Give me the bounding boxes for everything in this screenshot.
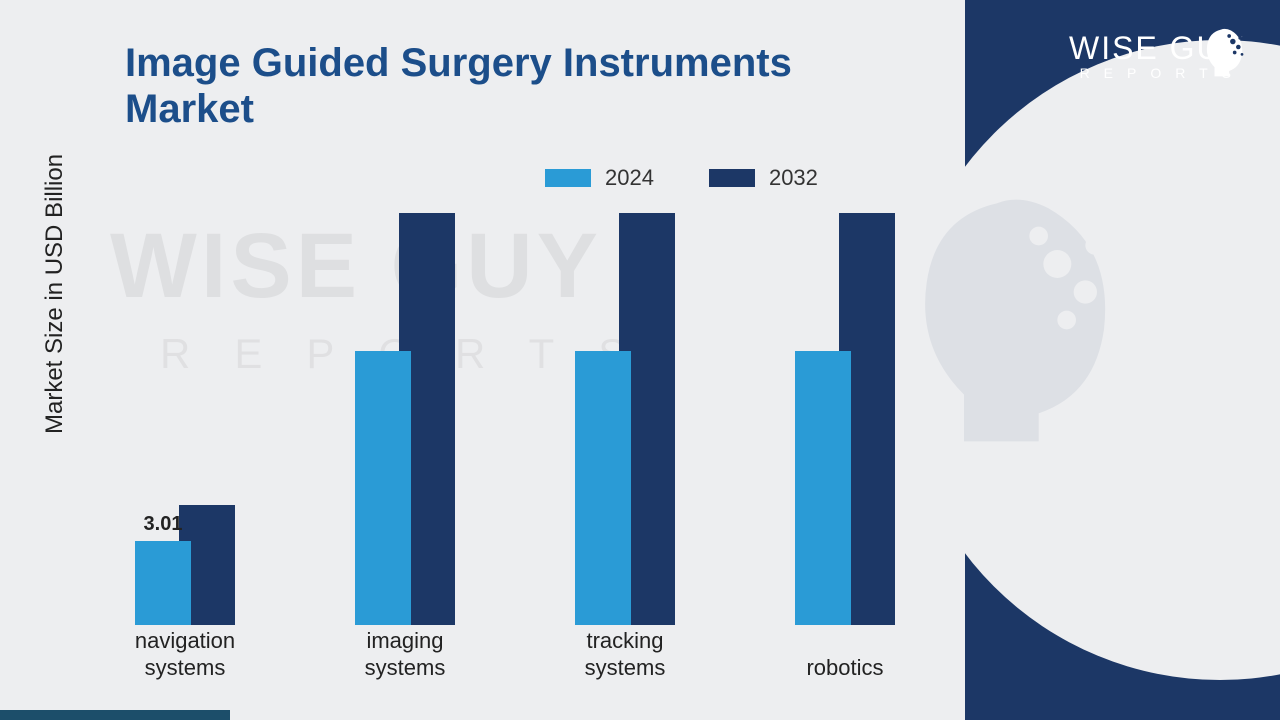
brand-logo: WISE GUY REPORTS (1069, 30, 1245, 81)
chart-title: Image Guided Surgery Instruments Market (125, 40, 875, 132)
bar-group: 3.01navigationsystems (135, 505, 235, 625)
legend-label-2024: 2024 (605, 165, 654, 191)
bar-group: trackingsystems (575, 213, 675, 625)
bar-group: imagingsystems (355, 213, 455, 625)
category-label: navigationsystems (135, 628, 235, 681)
bar-value-label: 3.01 (144, 513, 183, 536)
y-axis-label: Market Size in USD Billion (41, 154, 69, 434)
legend: 2024 2032 (545, 165, 818, 191)
bottom-accent-bar (0, 710, 230, 720)
bar-2024: 3.01 (135, 541, 191, 625)
legend-label-2032: 2032 (769, 165, 818, 191)
legend-swatch-2032 (709, 169, 755, 187)
category-label: trackingsystems (585, 628, 666, 681)
legend-item-2024: 2024 (545, 165, 654, 191)
bar-2024 (575, 351, 631, 625)
head-icon (1198, 25, 1253, 80)
bar-2024 (355, 351, 411, 625)
legend-item-2032: 2032 (709, 165, 818, 191)
bar-2024 (795, 351, 851, 625)
legend-swatch-2024 (545, 169, 591, 187)
bar-group: robotics (795, 213, 895, 625)
chart-area: 3.01navigationsystems imagingsystems track… (115, 205, 955, 625)
category-label: robotics (806, 655, 883, 681)
category-label: imagingsystems (365, 628, 446, 681)
